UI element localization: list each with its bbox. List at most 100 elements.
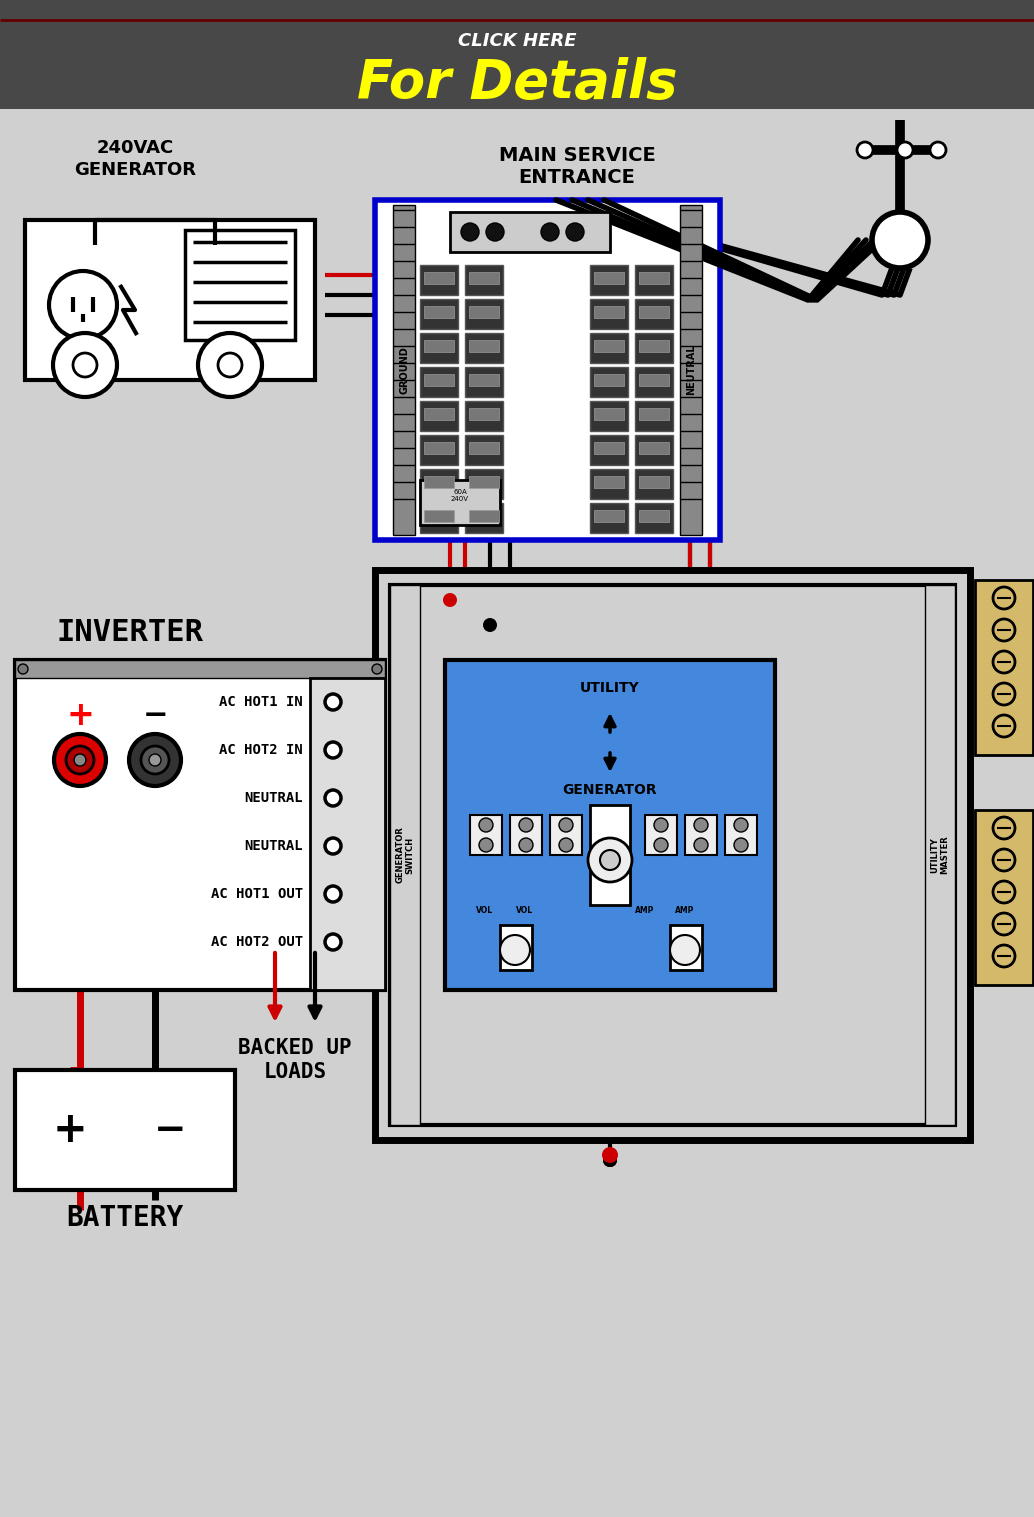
Bar: [510, 815, 542, 856]
Circle shape: [325, 790, 341, 806]
Bar: [420, 504, 458, 532]
Circle shape: [325, 886, 341, 903]
Bar: [424, 375, 454, 385]
Text: NEUTRAL: NEUTRAL: [244, 790, 303, 806]
Circle shape: [603, 1153, 617, 1167]
Bar: [469, 306, 499, 319]
Bar: [16, 1069, 235, 1189]
Bar: [639, 476, 669, 488]
Text: VOL: VOL: [516, 906, 534, 915]
Bar: [469, 375, 499, 385]
Circle shape: [74, 754, 86, 766]
Text: GENERATOR: GENERATOR: [562, 783, 658, 796]
Circle shape: [993, 913, 1015, 934]
Bar: [639, 408, 669, 420]
Bar: [420, 367, 458, 397]
Bar: [469, 476, 499, 488]
Bar: [424, 476, 454, 488]
Bar: [635, 367, 673, 397]
Bar: [639, 441, 669, 454]
Bar: [470, 815, 501, 856]
Bar: [424, 510, 454, 522]
Circle shape: [734, 818, 748, 831]
Bar: [16, 660, 385, 991]
Bar: [420, 334, 458, 363]
Bar: [310, 678, 385, 991]
Bar: [500, 925, 533, 969]
Bar: [465, 469, 503, 499]
Circle shape: [443, 593, 457, 607]
Text: BATTERY: BATTERY: [66, 1204, 184, 1232]
Bar: [424, 306, 454, 319]
Text: +: +: [66, 698, 94, 731]
Bar: [469, 340, 499, 352]
Bar: [594, 375, 624, 385]
Circle shape: [588, 837, 632, 881]
Bar: [469, 272, 499, 284]
Bar: [0, 0, 1034, 109]
Bar: [450, 212, 610, 252]
Circle shape: [600, 850, 620, 871]
Bar: [420, 479, 500, 525]
Bar: [635, 265, 673, 294]
Text: −: −: [154, 1110, 186, 1148]
Circle shape: [930, 143, 946, 158]
Text: AMP: AMP: [675, 906, 695, 915]
Circle shape: [541, 223, 559, 241]
Text: AC HOT2 OUT: AC HOT2 OUT: [211, 934, 303, 950]
Text: CLICK HERE: CLICK HERE: [458, 32, 576, 50]
Text: BACKED UP: BACKED UP: [238, 1038, 352, 1057]
Circle shape: [479, 837, 493, 853]
Bar: [465, 367, 503, 397]
Bar: [424, 340, 454, 352]
Circle shape: [141, 746, 169, 774]
Circle shape: [519, 818, 533, 831]
Bar: [424, 272, 454, 284]
Circle shape: [670, 934, 700, 965]
Bar: [465, 400, 503, 431]
Circle shape: [149, 754, 161, 766]
Bar: [469, 441, 499, 454]
Circle shape: [49, 272, 117, 338]
Circle shape: [325, 693, 341, 710]
Bar: [465, 265, 503, 294]
Circle shape: [993, 619, 1015, 642]
Circle shape: [559, 837, 573, 853]
Text: AC HOT1 IN: AC HOT1 IN: [219, 695, 303, 708]
Circle shape: [603, 1153, 617, 1167]
Circle shape: [54, 734, 107, 786]
Bar: [645, 815, 677, 856]
Text: MAIN SERVICE: MAIN SERVICE: [498, 146, 656, 164]
Bar: [16, 660, 385, 678]
Bar: [680, 205, 702, 536]
Bar: [424, 408, 454, 420]
Bar: [590, 435, 628, 466]
Circle shape: [73, 353, 97, 378]
Circle shape: [519, 837, 533, 853]
Text: UTILITY: UTILITY: [580, 681, 640, 695]
Bar: [393, 205, 415, 536]
Circle shape: [325, 934, 341, 950]
Bar: [420, 435, 458, 466]
Circle shape: [993, 945, 1015, 966]
Circle shape: [653, 818, 668, 831]
Bar: [639, 510, 669, 522]
Text: UTILITY
MASTER: UTILITY MASTER: [931, 836, 949, 874]
Bar: [590, 504, 628, 532]
Text: GROUND: GROUND: [399, 346, 409, 394]
Text: +: +: [53, 1109, 88, 1151]
Circle shape: [694, 818, 708, 831]
Text: AMP: AMP: [635, 906, 655, 915]
Bar: [375, 200, 720, 540]
Bar: [420, 469, 458, 499]
Circle shape: [602, 1147, 618, 1164]
Text: VOL: VOL: [477, 906, 493, 915]
Bar: [725, 815, 757, 856]
Bar: [594, 306, 624, 319]
Circle shape: [898, 143, 913, 158]
Text: 60A
240V: 60A 240V: [451, 488, 469, 502]
Circle shape: [372, 664, 382, 674]
Circle shape: [325, 742, 341, 758]
Circle shape: [66, 746, 94, 774]
Bar: [390, 586, 420, 1126]
